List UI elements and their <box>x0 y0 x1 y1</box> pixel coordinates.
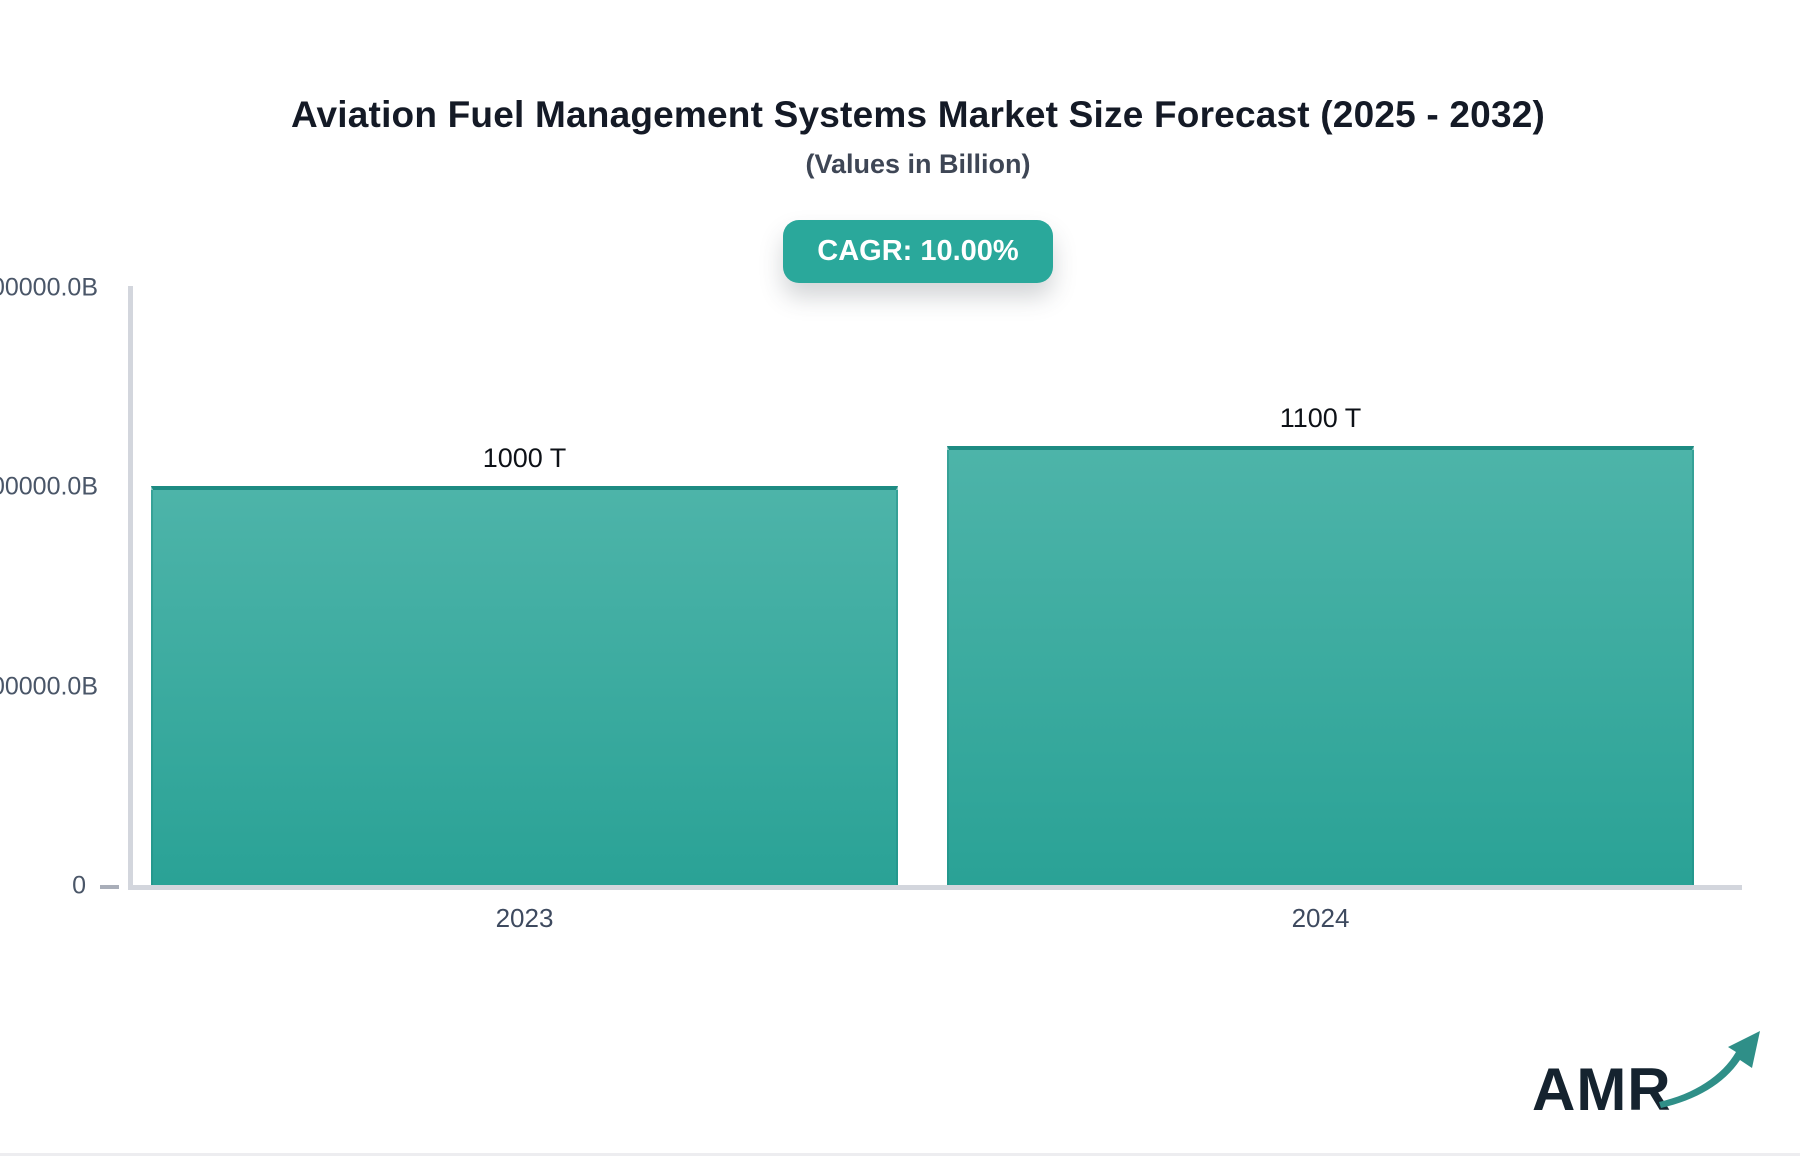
y-axis-line <box>128 286 133 888</box>
bar-2023[interactable] <box>151 486 898 885</box>
page-bottom-edge <box>0 1153 1800 1156</box>
x-category-label-2024: 2024 <box>1291 903 1350 933</box>
bar-2024[interactable] <box>947 446 1694 885</box>
y-tick-label-zero: 0 <box>72 871 86 900</box>
bar-value-label: 1100 T <box>1279 403 1362 433</box>
chart-subtitle: (Values in Billion) <box>805 149 1031 179</box>
chart-header: Aviation Fuel Management Systems Market … <box>18 0 1800 283</box>
x-category-label-2023: 2023 <box>495 903 554 933</box>
bar-group-2023: 1000 T <box>151 443 898 885</box>
y-tick-label: 00000.0B <box>0 273 98 302</box>
cagr-badge: CAGR: 10.00% <box>783 220 1053 283</box>
y-axis-zero-tick <box>100 885 119 889</box>
x-axis-line <box>128 885 1742 890</box>
growth-arrow-icon <box>1656 1028 1764 1117</box>
amr-logo: AMR <box>1532 1028 1764 1121</box>
amr-logo-text: AMR <box>1532 1056 1672 1123</box>
chart-title: Aviation Fuel Management Systems Market … <box>290 94 1546 135</box>
y-tick-label: 00000.0B <box>0 472 98 501</box>
bar-group-2024: 1100 T <box>947 403 1694 885</box>
bar-value-label: 1000 T <box>482 443 567 473</box>
y-tick-label: 00000.0B <box>0 672 98 701</box>
